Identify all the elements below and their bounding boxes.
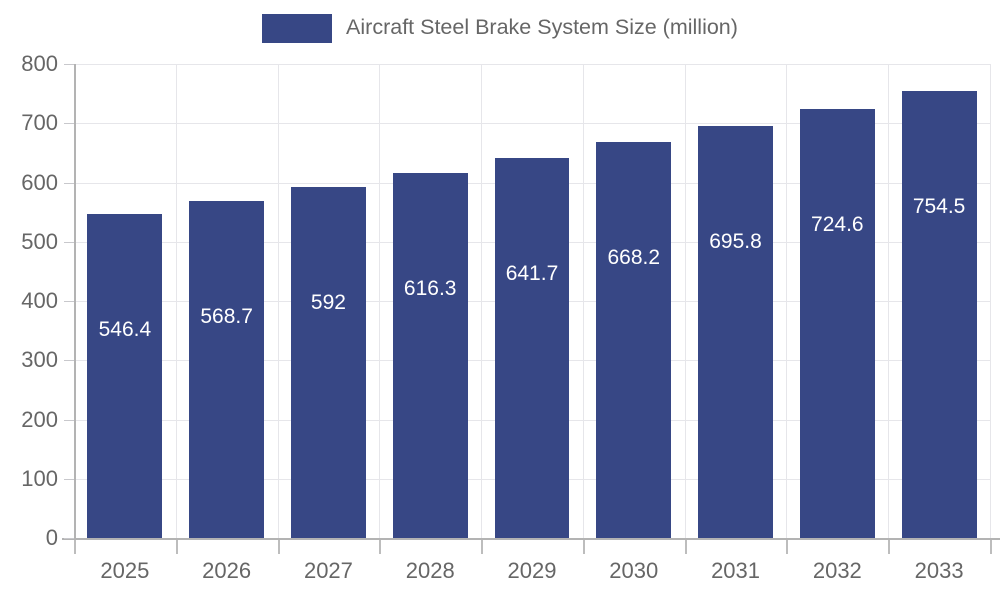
bar-value-label: 668.2	[607, 246, 661, 270]
y-axis-tick-mark	[64, 64, 74, 65]
y-axis-tick-mark	[64, 360, 74, 362]
y-axis-line	[74, 64, 76, 538]
bar[interactable]	[799, 108, 875, 538]
gridline-vertical	[583, 64, 584, 538]
x-axis-tick-label: 2025	[100, 558, 150, 583]
gridline-vertical	[685, 64, 686, 538]
bar-value-label: 724.6	[811, 212, 864, 236]
y-axis-tick-mark	[64, 419, 74, 421]
x-axis-tick-label: 2027	[303, 558, 353, 583]
y-axis-tick-label: 800	[21, 51, 58, 76]
y-axis-tick-mark	[64, 538, 74, 539]
bar[interactable]	[698, 125, 773, 538]
gridline-vertical	[176, 64, 177, 538]
x-axis-tick-label: 2029	[507, 558, 557, 583]
bar[interactable]	[291, 187, 366, 538]
gridline-vertical	[379, 64, 380, 538]
legend-color-swatch	[262, 13, 333, 43]
gridline-vertical	[481, 64, 482, 538]
y-axis-tick-label: 600	[21, 169, 58, 195]
bar-value-label: 568.7	[200, 305, 253, 329]
y-axis-tick-label: 0	[45, 525, 58, 550]
x-axis-tick-label: 2032	[812, 558, 862, 583]
x-axis-tick-mark	[990, 540, 992, 554]
x-axis-line	[62, 538, 1000, 540]
bar-value-label: 695.8	[709, 229, 762, 253]
bar[interactable]	[596, 142, 672, 538]
bar[interactable]	[189, 201, 265, 538]
y-axis-tick-mark	[64, 182, 74, 184]
gridline-horizontal	[74, 64, 990, 65]
x-axis-tick-mark	[176, 540, 178, 554]
x-axis-tick-mark	[786, 540, 788, 554]
gridline-vertical	[888, 64, 889, 538]
x-axis-tick-label: 2030	[609, 558, 659, 583]
y-axis-tick-label: 300	[21, 347, 58, 373]
plot-area: 546.4 568.7 592 616.3 641.7 668.2 695.8 724.6 75…	[74, 64, 991, 539]
gridline-vertical	[990, 64, 991, 538]
bar[interactable]	[494, 157, 570, 538]
legend-label: Aircraft Steel Brake System Size (millio…	[346, 15, 738, 40]
y-axis-tick-label: 200	[21, 406, 58, 432]
gridline-vertical	[786, 64, 787, 538]
gridline-horizontal	[74, 123, 990, 125]
y-axis-tick-label: 500	[21, 228, 58, 254]
y-axis-tick-mark	[64, 301, 74, 302]
y-axis-tick-mark	[64, 478, 74, 480]
x-axis-tick-mark	[685, 540, 687, 554]
x-axis-tick-mark	[278, 540, 280, 554]
x-axis-tick-mark	[379, 540, 381, 554]
chart-legend: Aircraft Steel Brake System Size (millio…	[0, 0, 1000, 56]
y-axis-tick-label: 100	[21, 465, 58, 491]
bar[interactable]	[87, 214, 163, 538]
x-axis-tick-label: 2028	[405, 558, 455, 583]
bar-value-label: 641.7	[505, 261, 559, 285]
bar[interactable]	[392, 172, 468, 538]
bar-value-label: 616.3	[403, 276, 457, 300]
bar-value-label: 754.5	[912, 194, 966, 218]
y-axis-tick-label: 400	[21, 288, 58, 313]
y-axis-tick-label: 700	[21, 110, 58, 136]
y-axis-tick-mark	[64, 123, 74, 125]
bar-value-label: 546.4	[98, 318, 152, 342]
x-axis-tick-label: 2031	[711, 558, 761, 583]
bar[interactable]	[901, 90, 977, 538]
x-axis-tick-mark	[888, 540, 890, 554]
x-axis-tick-label: 2026	[202, 558, 252, 583]
y-axis-tick-mark	[64, 241, 74, 243]
x-axis-tick-mark	[481, 540, 483, 554]
x-axis-tick-label: 2033	[914, 558, 964, 583]
gridline-vertical	[278, 64, 279, 538]
bar-value-label: 592	[310, 291, 346, 315]
legend-item-aircraft-steel-brake-system-size[interactable]: Aircraft Steel Brake System Size (millio…	[262, 13, 738, 43]
x-axis-tick-mark	[583, 540, 585, 554]
x-axis-tick-mark	[74, 540, 76, 554]
